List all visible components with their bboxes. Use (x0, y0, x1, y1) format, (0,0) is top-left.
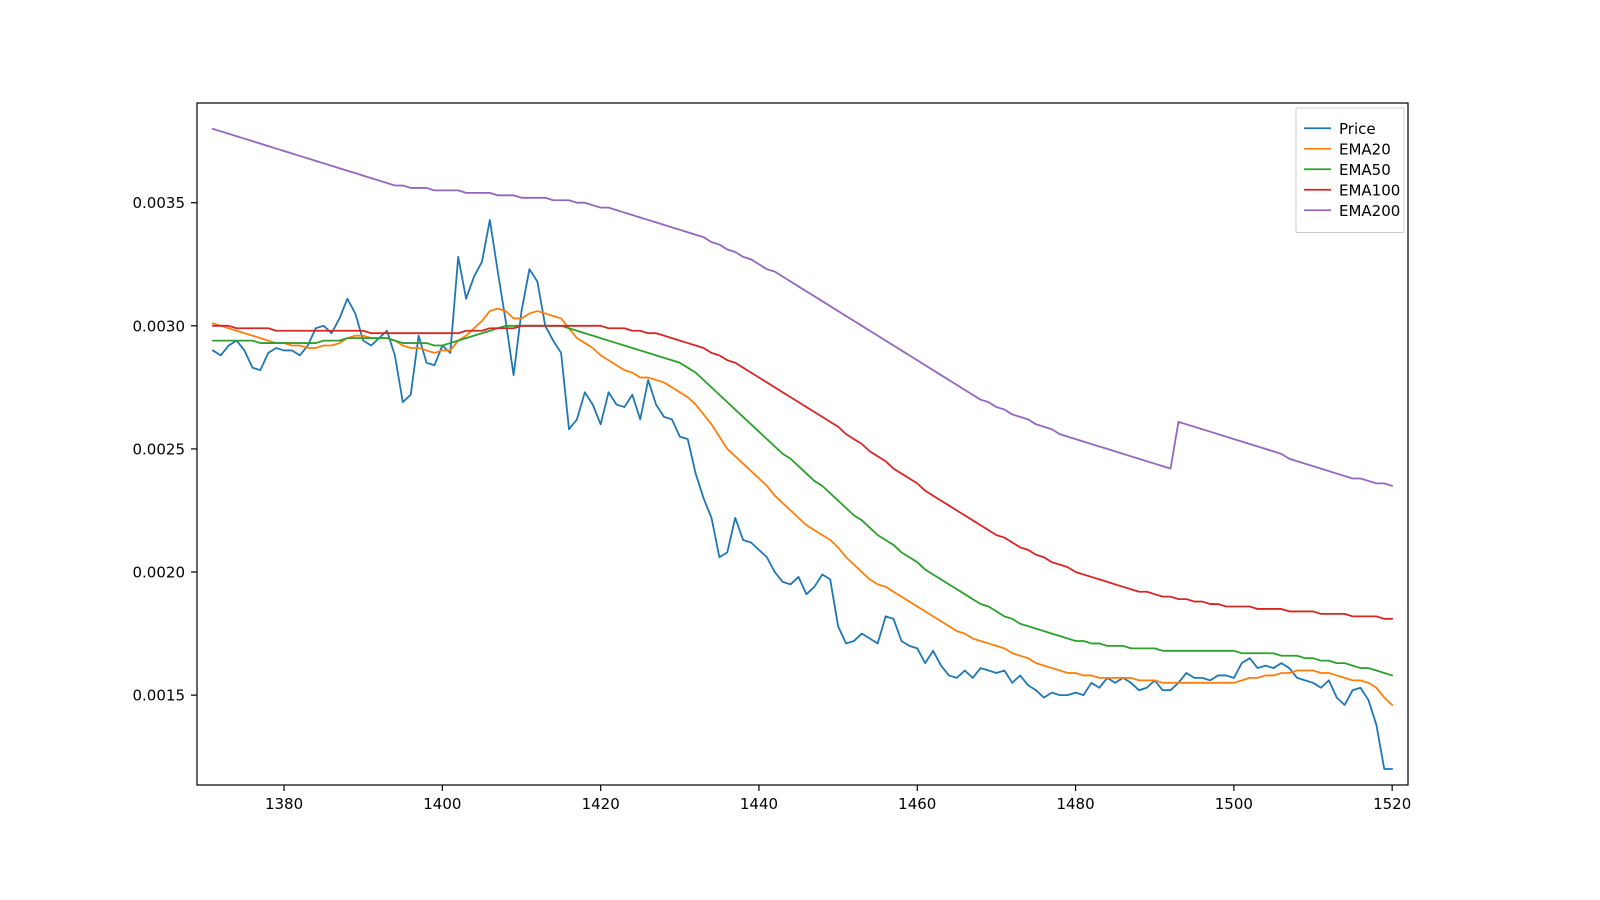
x-tick-label: 1480 (1056, 795, 1094, 813)
legend-label-ema100: EMA100 (1339, 181, 1400, 199)
legend-label-ema200: EMA200 (1339, 202, 1400, 220)
y-tick-label: 0.0015 (133, 687, 186, 705)
x-tick-label: 1400 (423, 795, 461, 813)
legend-label-ema20: EMA20 (1339, 140, 1391, 158)
y-tick-label: 0.0030 (133, 317, 186, 335)
axes-frame (196, 102, 1409, 786)
x-tick-label: 1420 (582, 795, 620, 813)
series-line-ema100 (211, 324, 1394, 620)
data-series-group (211, 127, 1394, 770)
series-line-ema20 (211, 307, 1394, 706)
y-tick-label: 0.0020 (133, 564, 186, 582)
chart-legend: Price EMA20 EMA50 EMA100 EMA200 (1295, 107, 1405, 233)
legend-label-ema50: EMA50 (1339, 161, 1391, 179)
x-tick-label: 1440 (740, 795, 778, 813)
series-line-ema200 (211, 127, 1394, 487)
plot-area-border (196, 102, 1409, 786)
legend-background (1295, 107, 1405, 233)
legend-label-price: Price (1339, 120, 1376, 138)
series-line-price (211, 219, 1394, 770)
x-tick-label: 1460 (898, 795, 936, 813)
y-tick-label: 0.0025 (133, 440, 186, 458)
x-tick-label: 1380 (265, 795, 303, 813)
x-axis-ticks: 1380 1400 1420 1440 1460 1480 1500 1520 (265, 785, 1411, 813)
y-axis-ticks: 0.0015 0.0020 0.0025 0.0030 0.0035 (133, 194, 197, 705)
series-line-ema50 (211, 324, 1394, 677)
x-tick-label: 1500 (1215, 795, 1253, 813)
y-tick-label: 0.0035 (133, 194, 186, 212)
x-tick-label: 1520 (1373, 795, 1411, 813)
